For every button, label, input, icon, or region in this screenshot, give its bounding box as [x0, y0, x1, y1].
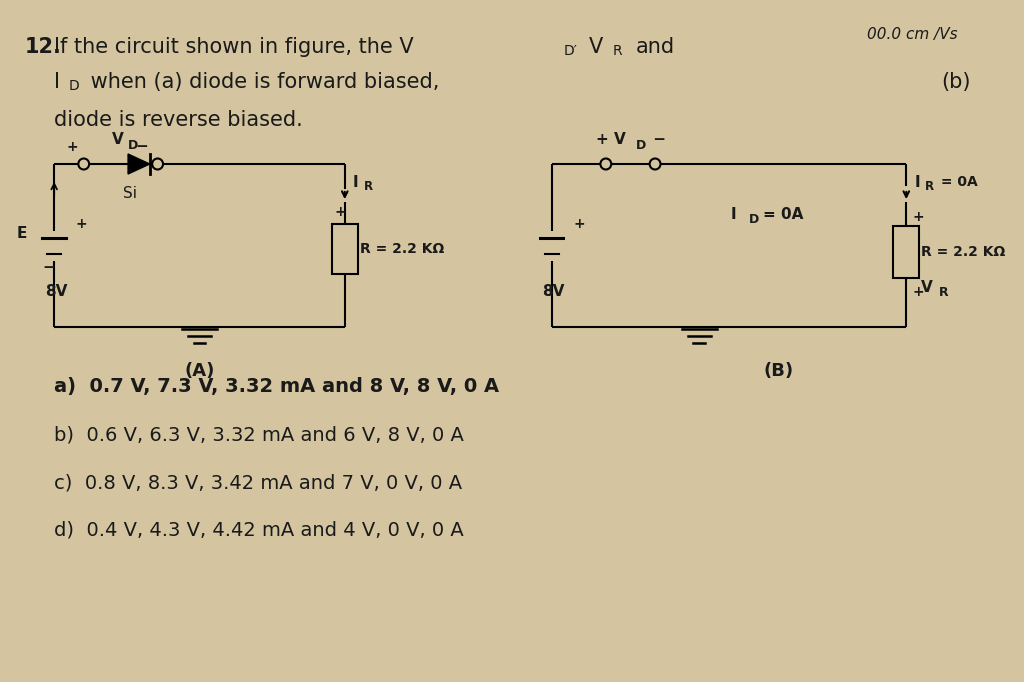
Text: V: V — [589, 37, 603, 57]
Text: D: D — [635, 139, 645, 152]
Text: If the circuit shown in figure, the V: If the circuit shown in figure, the V — [54, 37, 414, 57]
Text: R: R — [364, 179, 373, 192]
Text: R: R — [612, 44, 623, 58]
Circle shape — [153, 158, 163, 170]
Text: +: + — [912, 285, 924, 299]
Text: I: I — [54, 72, 60, 92]
Text: +: + — [573, 216, 585, 231]
Bar — [894, 226, 920, 278]
Text: b)  0.6 V, 6.3 V, 3.32 mA and 6 V, 8 V, 0 A: b) 0.6 V, 6.3 V, 3.32 mA and 6 V, 8 V, 0… — [54, 425, 464, 444]
Text: 8V: 8V — [45, 284, 68, 299]
Text: D: D — [69, 79, 80, 93]
Text: −: − — [135, 139, 147, 154]
Text: (b): (b) — [941, 72, 971, 92]
Polygon shape — [128, 154, 150, 174]
Text: a)  0.7 V, 7.3 V, 3.32 mA and 8 V, 8 V, 0 A: a) 0.7 V, 7.3 V, 3.32 mA and 8 V, 8 V, 0… — [54, 377, 500, 396]
Bar — [332, 224, 357, 274]
Text: 8V: 8V — [543, 284, 565, 299]
Circle shape — [649, 158, 660, 170]
Text: and: and — [635, 37, 675, 57]
Text: I: I — [731, 207, 736, 222]
Circle shape — [600, 158, 611, 170]
Text: (B): (B) — [763, 362, 794, 380]
Text: 12.: 12. — [25, 37, 61, 57]
Text: c)  0.8 V, 8.3 V, 3.42 mA and 7 V, 0 V, 0 A: c) 0.8 V, 8.3 V, 3.42 mA and 7 V, 0 V, 0… — [54, 473, 462, 492]
Text: when (a) diode is forward biased,: when (a) diode is forward biased, — [84, 72, 439, 92]
Text: = 0A: = 0A — [764, 207, 804, 222]
Text: diode is reverse biased.: diode is reverse biased. — [54, 110, 303, 130]
Text: I: I — [352, 175, 358, 190]
Text: d)  0.4 V, 4.3 V, 4.42 mA and 4 V, 0 V, 0 A: d) 0.4 V, 4.3 V, 4.42 mA and 4 V, 0 V, 0… — [54, 521, 464, 540]
Text: = 0A: = 0A — [936, 175, 978, 189]
Text: 00.0 cm /Vs: 00.0 cm /Vs — [867, 27, 957, 42]
Circle shape — [78, 158, 89, 170]
Text: −: − — [648, 132, 667, 147]
Text: R = 2.2 KΩ: R = 2.2 KΩ — [359, 242, 443, 256]
Text: E: E — [16, 226, 27, 241]
Text: +: + — [66, 140, 78, 154]
Text: −: − — [42, 260, 54, 275]
Text: R: R — [925, 179, 934, 192]
Text: +: + — [334, 205, 346, 219]
Text: V: V — [921, 280, 933, 295]
Text: +: + — [912, 210, 924, 224]
Text: I: I — [914, 175, 920, 190]
Text: D′: D′ — [563, 44, 578, 58]
Text: + V: + V — [596, 132, 626, 147]
Text: D: D — [128, 139, 138, 152]
Text: (A): (A) — [184, 362, 215, 380]
Text: R = 2.2 KΩ: R = 2.2 KΩ — [921, 245, 1006, 259]
Text: R: R — [939, 286, 948, 299]
Text: +: + — [76, 216, 87, 231]
Text: V: V — [113, 132, 124, 147]
Text: D: D — [749, 213, 759, 226]
Text: Si: Si — [123, 186, 137, 201]
